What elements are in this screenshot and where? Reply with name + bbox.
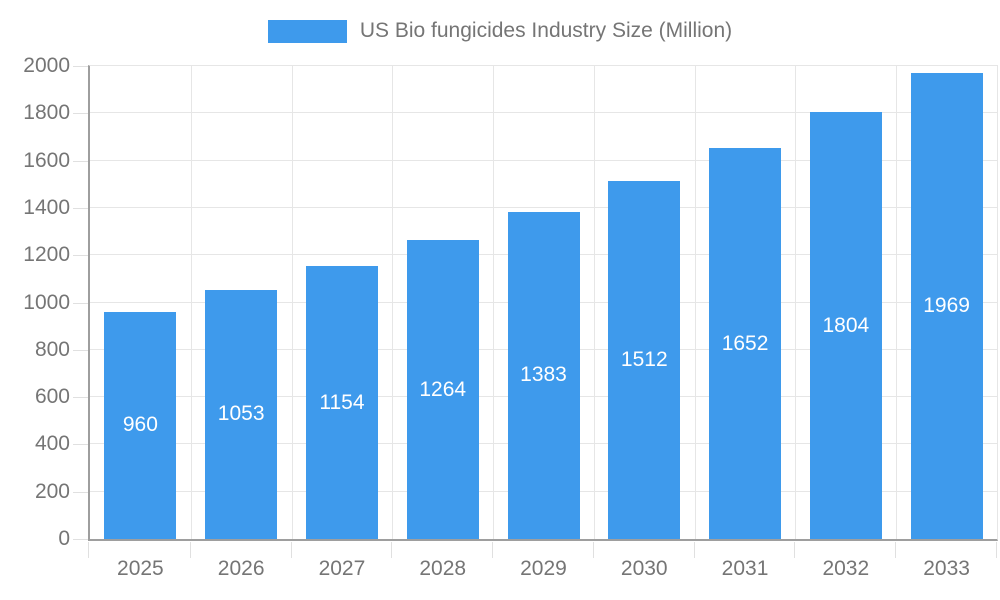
x-tick xyxy=(592,542,594,558)
x-tick-label: 2032 xyxy=(822,557,870,580)
bar-value-label: 1154 xyxy=(319,390,365,414)
bar: 1383 xyxy=(507,211,580,539)
bar: 1053 xyxy=(205,289,278,539)
bar: 1969 xyxy=(910,73,983,539)
y-tick xyxy=(73,539,88,540)
y-tick-label: 1800 xyxy=(23,101,70,125)
y-tick-label: 1400 xyxy=(23,195,70,219)
plot-area: 960 1053 1154 1264 1383 1512 1652 1804 1969 xyxy=(88,65,998,541)
x-tick-label: 2029 xyxy=(520,557,567,580)
x-tick-label: 2030 xyxy=(620,557,668,580)
x-tick-label: 2033 xyxy=(923,557,970,580)
bar-value-label: 1652 xyxy=(721,331,769,355)
bar-value-label: 1053 xyxy=(217,402,265,426)
y-tick-label: 200 xyxy=(34,479,70,503)
y-tick-label: 1000 xyxy=(23,290,70,314)
gridline-v xyxy=(190,66,192,539)
gridline-v xyxy=(593,66,595,539)
bar-value-label: 960 xyxy=(122,413,158,437)
y-tick xyxy=(73,349,88,351)
gridline-v xyxy=(896,66,898,539)
x-tick xyxy=(189,542,191,558)
legend-swatch xyxy=(267,19,347,43)
y-tick-label: 600 xyxy=(34,385,70,409)
y-tick xyxy=(73,397,88,399)
x-tick xyxy=(895,542,897,558)
legend: US Bio fungicides Industry Size (Million… xyxy=(0,16,1000,46)
bar: 1652 xyxy=(709,148,782,539)
x-tick xyxy=(290,542,292,558)
y-tick-label: 0 xyxy=(58,527,70,550)
bar-value-label: 1264 xyxy=(419,377,467,401)
bar-value-label: 1804 xyxy=(822,313,870,337)
bar: 1264 xyxy=(406,240,479,539)
x-tick xyxy=(693,542,695,558)
bar-value-label: 1383 xyxy=(520,363,567,387)
gridline-v xyxy=(795,66,797,539)
y-tick xyxy=(73,491,88,493)
y-tick-label: 800 xyxy=(34,337,70,361)
gridline-v xyxy=(392,66,394,539)
bar: 1512 xyxy=(608,181,681,539)
y-tick xyxy=(73,113,88,115)
x-tick xyxy=(996,542,997,558)
y-tick xyxy=(73,66,88,67)
gridline-v xyxy=(493,66,495,539)
y-tick-label: 1600 xyxy=(23,148,70,172)
x-tick xyxy=(88,542,89,558)
gridline-h xyxy=(90,112,997,114)
x-tick-label: 2028 xyxy=(419,557,467,580)
gridline-v xyxy=(291,66,293,539)
y-tick xyxy=(73,207,88,209)
bar: 1154 xyxy=(305,266,378,539)
bar-value-label: 1969 xyxy=(923,294,970,318)
x-tick-label: 2031 xyxy=(721,557,769,580)
gridline-h xyxy=(90,159,997,161)
bar-value-label: 1512 xyxy=(620,348,668,372)
gridline-h xyxy=(90,206,997,208)
x-tick-label: 2025 xyxy=(117,557,164,580)
legend-label: US Bio fungicides Industry Size (Million… xyxy=(359,19,733,42)
x-tick xyxy=(492,542,494,558)
x-tick-label: 2026 xyxy=(217,557,265,580)
x-tick xyxy=(794,542,796,558)
x-tick xyxy=(391,542,393,558)
y-tick-label: 1200 xyxy=(23,243,70,267)
bar: 1804 xyxy=(809,112,882,539)
bar: 960 xyxy=(104,311,177,539)
gridline-v xyxy=(694,66,696,539)
y-tick-label: 400 xyxy=(34,432,70,456)
y-tick xyxy=(73,160,88,162)
y-tick xyxy=(73,302,88,304)
y-tick xyxy=(73,444,88,446)
y-tick-label: 2000 xyxy=(23,54,70,77)
x-tick-label: 2027 xyxy=(318,557,366,580)
y-tick xyxy=(73,255,88,257)
